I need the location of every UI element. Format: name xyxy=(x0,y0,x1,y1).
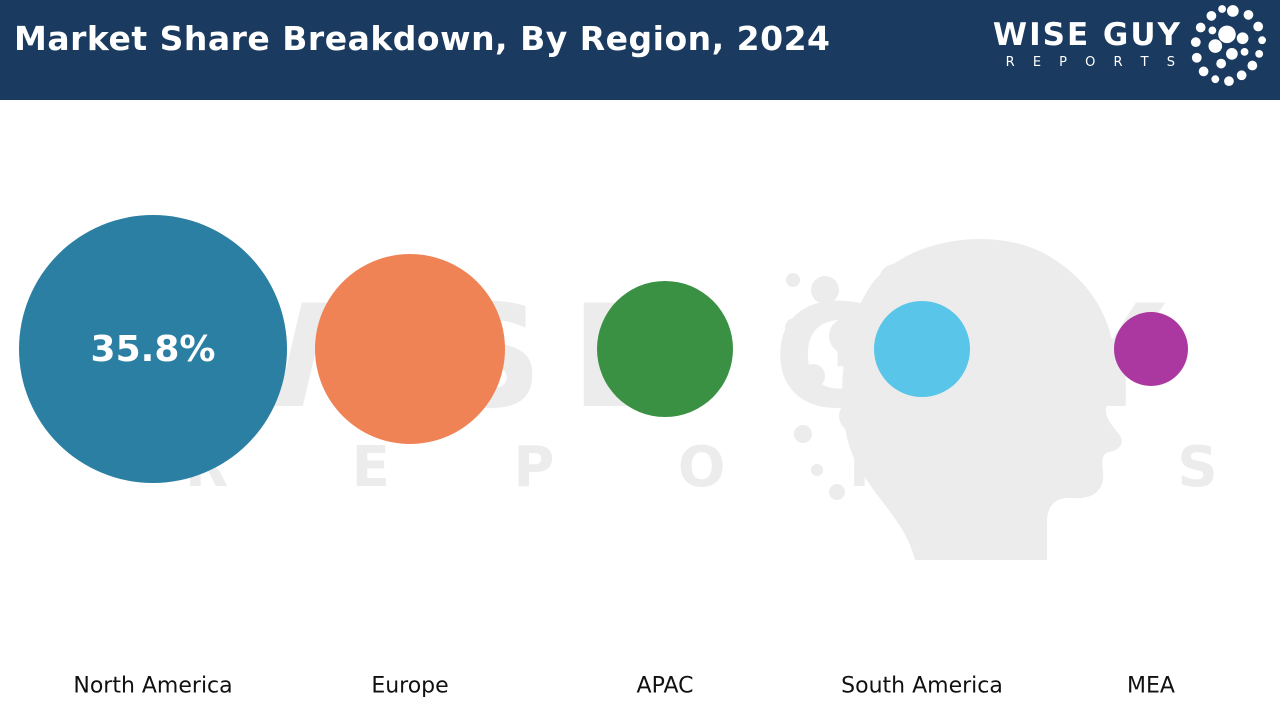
category-label-europe: Europe xyxy=(371,673,449,699)
bubble-mea xyxy=(1114,312,1188,386)
logo-head-icon xyxy=(1190,5,1266,87)
logo-text: WISE GUY R E P O R T S xyxy=(993,17,1182,70)
bubble-europe xyxy=(315,254,505,444)
header: Market Share Breakdown, By Region, 2024 … xyxy=(0,0,1280,100)
bubble-south-america xyxy=(874,301,970,397)
bubble-apac xyxy=(597,281,733,417)
logo-subtitle: R E P O R T S xyxy=(1005,54,1182,70)
bubble-chart: WISE GUY R E P O R T S 35.8%North Americ… xyxy=(0,100,1280,720)
category-label-south-america: South America xyxy=(841,673,1003,699)
bubble-value-label-north-america: 35.8% xyxy=(90,328,216,370)
bubble-north-america: 35.8% xyxy=(19,215,287,483)
logo-wordmark: WISE GUY xyxy=(992,16,1182,53)
wise-guy-logo: WISE GUY R E P O R T S xyxy=(993,0,1266,100)
category-label-north-america: North America xyxy=(73,673,233,699)
category-label-apac: APAC xyxy=(636,673,694,699)
page-title: Market Share Breakdown, By Region, 2024 xyxy=(14,18,831,58)
category-label-mea: MEA xyxy=(1127,673,1175,699)
